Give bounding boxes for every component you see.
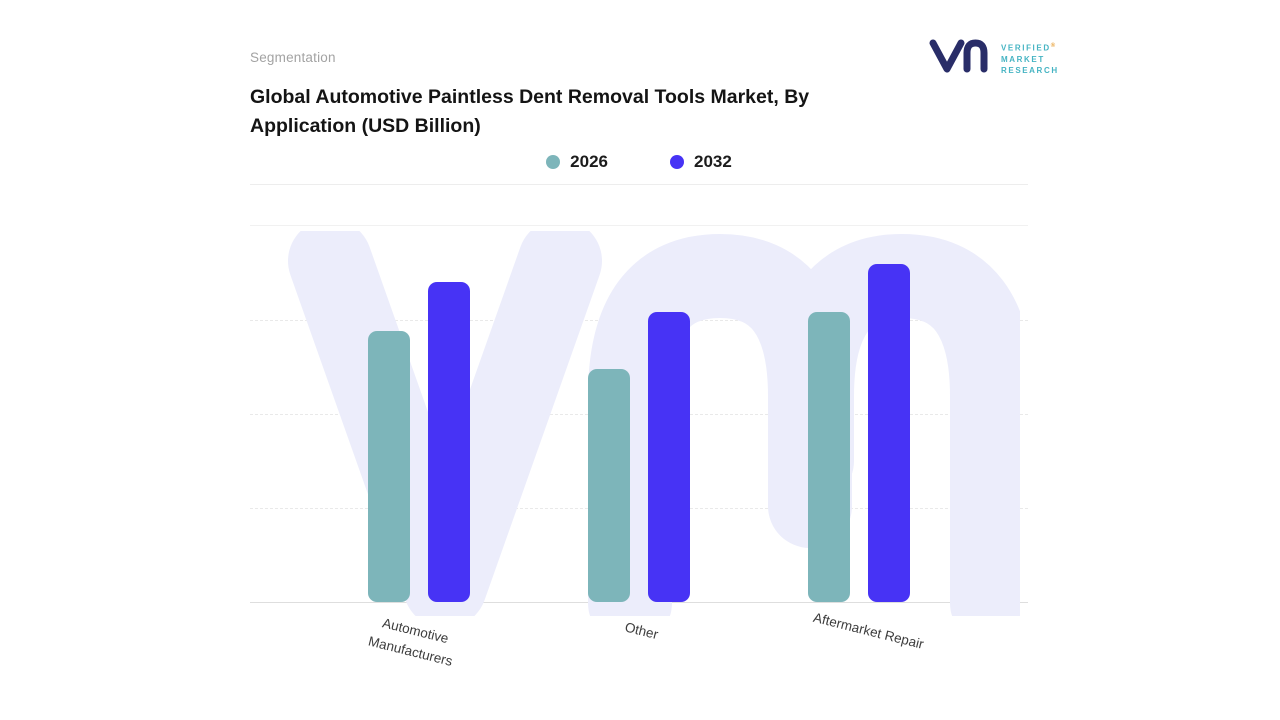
legend-dot-2032 bbox=[670, 155, 684, 169]
legend-dot-2026 bbox=[546, 155, 561, 169]
brand-line-verified: VERIFIED® bbox=[1001, 43, 1057, 53]
brand-line-market: MARKET bbox=[1001, 54, 1045, 64]
bar-2032-automotive-manufacturers bbox=[428, 282, 470, 602]
bar-2026-automotive-manufacturers bbox=[368, 331, 410, 602]
vmr-logo-icon bbox=[928, 36, 992, 81]
bar-2032-aftermarket-repair bbox=[868, 263, 910, 602]
legend-item-2026: 2026 bbox=[546, 152, 608, 172]
eyebrow-label: Segmentation bbox=[250, 50, 336, 65]
legend-label-2032: 2032 bbox=[694, 152, 732, 171]
bar-2032-other bbox=[648, 312, 690, 602]
brand-line-research: RESEARCH bbox=[1001, 65, 1059, 75]
bar-2026-other bbox=[588, 368, 630, 602]
legend-item-2032: 2032 bbox=[670, 152, 732, 172]
brand-wordmark: VERIFIED® MARKET RESEARCH bbox=[1001, 41, 1059, 76]
category-axis-labels: Automotive Manufacturers Other Aftermarket… bbox=[250, 610, 1028, 669]
bar-group-other bbox=[588, 226, 690, 602]
plot-area bbox=[250, 219, 1034, 645]
bar-groups bbox=[250, 226, 1028, 602]
category-label-other: Other bbox=[623, 619, 660, 643]
category-label-aftermarket-repair: Aftermarket Repair bbox=[811, 609, 925, 652]
legend-label-2026: 2026 bbox=[570, 152, 608, 171]
bar-group-automotive-manufacturers bbox=[368, 226, 470, 602]
legend-divider bbox=[250, 184, 1028, 185]
registered-mark: ® bbox=[1050, 43, 1057, 50]
category-label-automotive-manufacturers: Automotive Manufacturers bbox=[366, 615, 454, 669]
chart-title: Global Automotive Paintless Dent Removal… bbox=[250, 86, 810, 137]
brand-block: VERIFIED® MARKET RESEARCH bbox=[928, 36, 1059, 81]
legend: 2026 2032 bbox=[250, 148, 1028, 176]
bar-2026-aftermarket-repair bbox=[808, 312, 850, 602]
bar-group-aftermarket-repair bbox=[808, 226, 910, 602]
